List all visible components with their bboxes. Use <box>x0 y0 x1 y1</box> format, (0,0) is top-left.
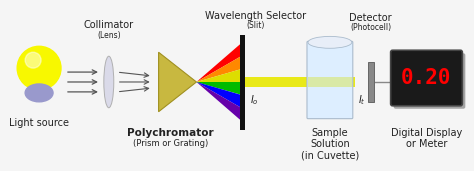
Ellipse shape <box>104 56 114 108</box>
Text: Digital Display
or Meter: Digital Display or Meter <box>391 128 462 149</box>
FancyBboxPatch shape <box>307 41 353 119</box>
Polygon shape <box>196 82 242 122</box>
FancyBboxPatch shape <box>393 53 465 109</box>
Bar <box>240 35 245 130</box>
Polygon shape <box>196 56 242 82</box>
Text: 0.20: 0.20 <box>401 68 452 88</box>
Text: $I_o$: $I_o$ <box>250 93 258 107</box>
Circle shape <box>25 52 41 68</box>
Polygon shape <box>196 82 242 108</box>
Text: Light source: Light source <box>9 118 69 128</box>
Text: (Lens): (Lens) <box>97 31 120 40</box>
Text: Wavelength Selector: Wavelength Selector <box>205 11 306 21</box>
Ellipse shape <box>25 84 53 102</box>
Polygon shape <box>196 69 242 82</box>
Text: Polychromator: Polychromator <box>127 128 214 138</box>
Circle shape <box>17 46 61 90</box>
Text: Sample
Solution
(in Cuvette): Sample Solution (in Cuvette) <box>301 128 359 161</box>
Bar <box>368 62 374 102</box>
Text: $I_t$: $I_t$ <box>358 93 365 107</box>
Text: (Slit): (Slit) <box>246 21 264 30</box>
Ellipse shape <box>308 36 352 48</box>
FancyBboxPatch shape <box>391 50 462 106</box>
Bar <box>308 77 352 87</box>
Text: Detector: Detector <box>349 12 392 23</box>
Text: Collimator: Collimator <box>84 21 134 30</box>
Polygon shape <box>159 52 196 112</box>
Polygon shape <box>245 77 355 87</box>
Polygon shape <box>196 42 242 82</box>
Polygon shape <box>196 82 242 95</box>
Text: (Photocell): (Photocell) <box>350 23 392 32</box>
Text: (Prism or Grating): (Prism or Grating) <box>133 140 208 148</box>
